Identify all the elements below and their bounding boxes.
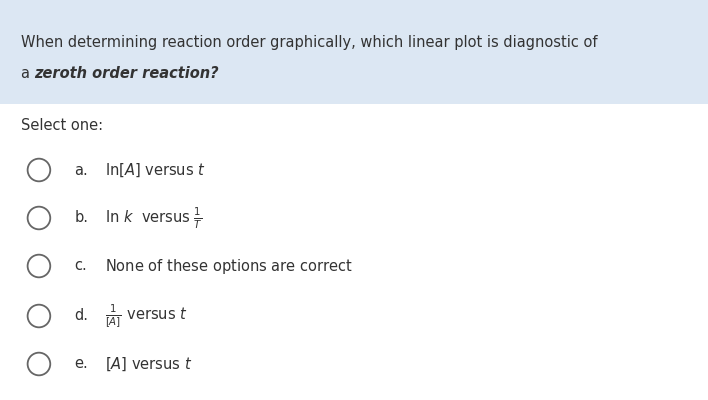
Text: zeroth order reaction?: zeroth order reaction? — [34, 66, 219, 82]
Text: $\mathrm{None\ of\ these\ options\ are\ correct}$: $\mathrm{None\ of\ these\ options\ are\ … — [105, 256, 353, 276]
Text: $\mathrm{ln[}A\mathrm{]\ versus\ }t$: $\mathrm{ln[}A\mathrm{]\ versus\ }t$ — [105, 161, 205, 179]
Text: d.: d. — [74, 308, 88, 324]
Text: When determining reaction order graphically, which linear plot is diagnostic of: When determining reaction order graphica… — [21, 34, 598, 50]
Text: Select one:: Select one: — [21, 118, 103, 134]
Text: a: a — [21, 66, 35, 82]
FancyBboxPatch shape — [0, 0, 708, 104]
Text: $[A]\mathrm{\ versus\ }t$: $[A]\mathrm{\ versus\ }t$ — [105, 355, 192, 373]
Text: e.: e. — [74, 356, 88, 372]
Text: b.: b. — [74, 210, 88, 226]
Text: a.: a. — [74, 162, 88, 178]
Text: $\mathrm{ln\ }k\mathrm{\ \ versus\ }\frac{1}{T}$: $\mathrm{ln\ }k\mathrm{\ \ versus\ }\fra… — [105, 205, 202, 231]
Text: $\frac{1}{[A]}\mathrm{\ versus\ }t$: $\frac{1}{[A]}\mathrm{\ versus\ }t$ — [105, 302, 188, 330]
Text: c.: c. — [74, 258, 87, 274]
